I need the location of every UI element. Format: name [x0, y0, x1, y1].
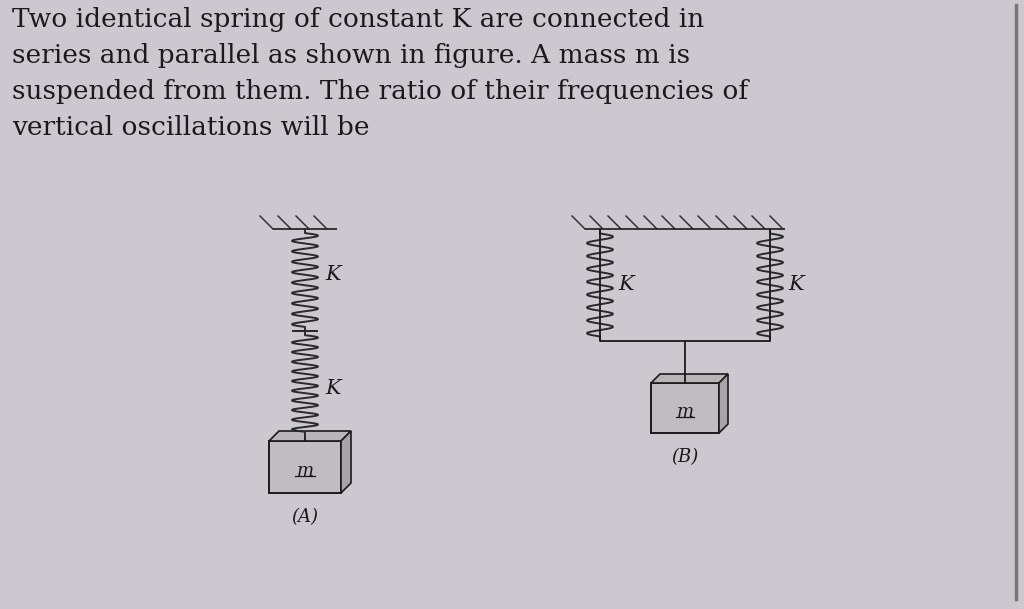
Bar	[269, 441, 341, 493]
Text: m: m	[677, 403, 693, 421]
Text: (B): (B)	[672, 448, 698, 466]
Text: Two identical spring of constant K are connected in
series and parallel as shown: Two identical spring of constant K are c…	[12, 7, 749, 140]
Text: K: K	[325, 266, 341, 284]
Text: K: K	[788, 275, 804, 295]
Polygon shape	[341, 431, 351, 493]
Text: K: K	[618, 275, 634, 295]
Text: K: K	[325, 379, 341, 398]
Polygon shape	[269, 431, 351, 441]
Bar	[651, 383, 719, 433]
Polygon shape	[651, 374, 728, 383]
Text: (A): (A)	[292, 508, 318, 526]
Text: m: m	[296, 462, 313, 480]
Polygon shape	[719, 374, 728, 433]
